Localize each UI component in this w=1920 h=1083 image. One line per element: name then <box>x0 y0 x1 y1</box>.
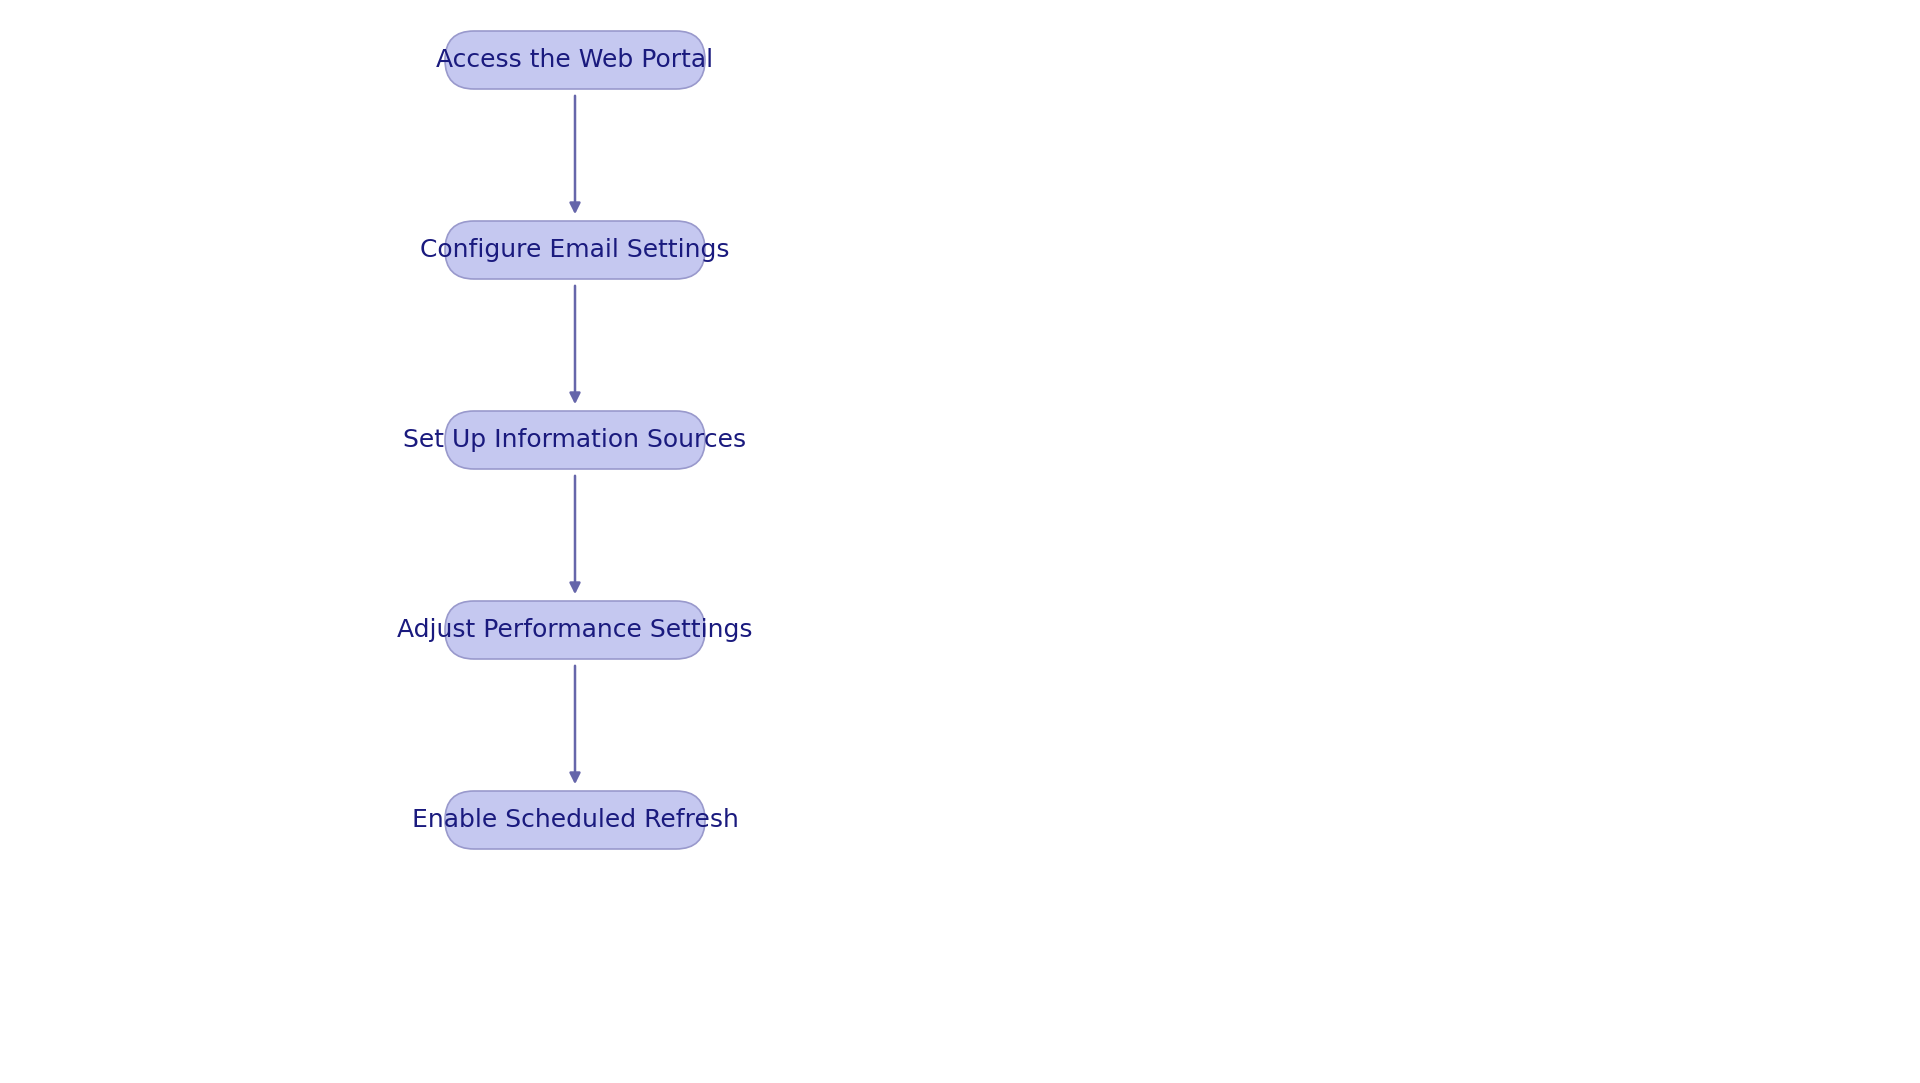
FancyBboxPatch shape <box>445 412 705 469</box>
FancyBboxPatch shape <box>445 31 705 89</box>
Text: Set Up Information Sources: Set Up Information Sources <box>403 428 747 452</box>
Text: Configure Email Settings: Configure Email Settings <box>420 238 730 262</box>
Text: Enable Scheduled Refresh: Enable Scheduled Refresh <box>411 808 739 832</box>
Text: Access the Web Portal: Access the Web Portal <box>436 48 714 71</box>
FancyBboxPatch shape <box>445 221 705 279</box>
FancyBboxPatch shape <box>445 601 705 658</box>
FancyBboxPatch shape <box>445 791 705 849</box>
Text: Adjust Performance Settings: Adjust Performance Settings <box>397 618 753 642</box>
